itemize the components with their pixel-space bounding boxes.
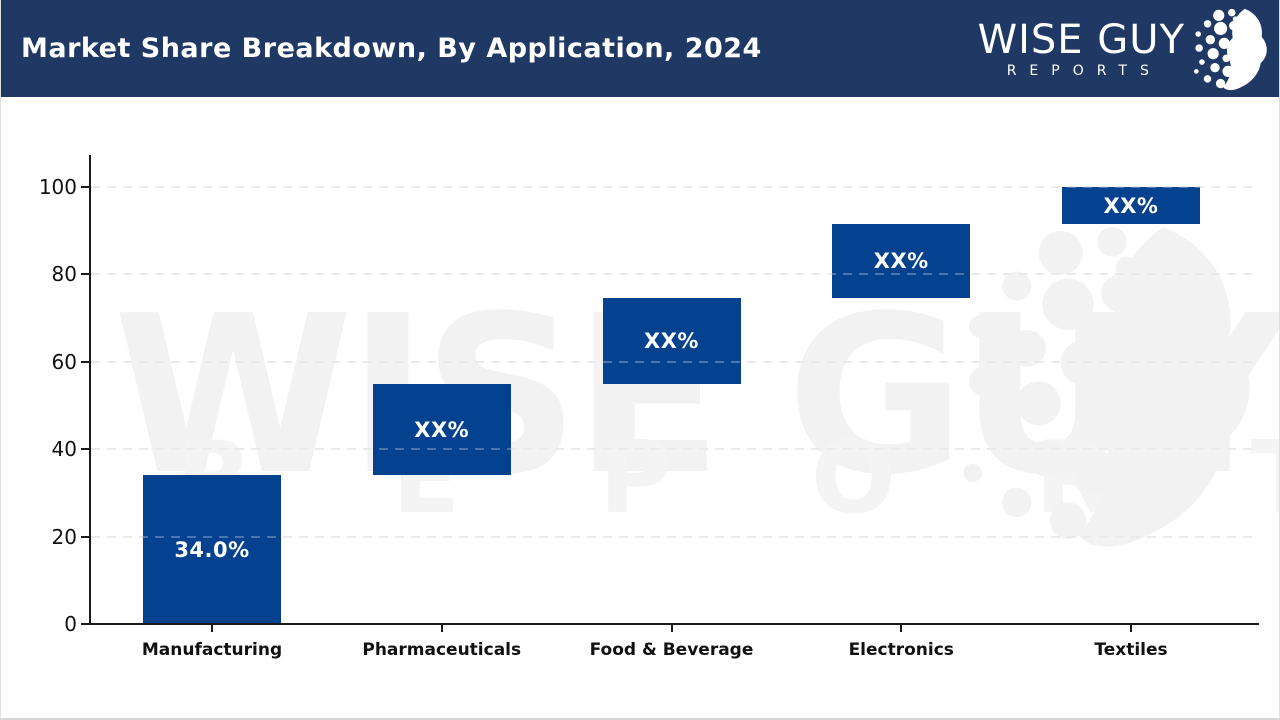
bar-electronics: XX% [832,224,971,299]
y-tick-mark [81,535,89,538]
header-bar: Market Share Breakdown, By Application, … [1,0,1279,97]
bar-value-label: XX% [873,249,929,274]
gridline [91,186,1259,188]
x-axis-category-label: Manufacturing [141,640,283,660]
y-axis-line [89,155,91,625]
x-tick-mark [211,625,213,632]
bar-textiles: XX% [1062,187,1200,225]
bar-value-label: 34.0% [174,537,250,562]
gridline-overlay [91,448,1259,451]
bar-value-label: XX% [1103,193,1159,218]
y-tick-label: 20 [51,524,77,549]
gridline [91,535,1259,538]
y-tick-mark [81,360,89,363]
bar-manufacturing: 34.0% [143,475,281,624]
y-tick-mark [81,273,89,276]
bar-food-beverage: XX% [602,298,741,384]
gridline [91,448,1259,451]
gridline-overlay [91,273,1259,276]
y-tick-label: 80 [51,262,77,287]
wise-guy-reports-logo: WISE GUY REPORTS [978,6,1271,92]
gridline-overlay [91,360,1259,363]
logo-reports-text: REPORTS [1006,62,1162,79]
y-tick-label: 0 [64,612,77,636]
y-tick-mark [81,186,89,188]
x-tick-mark [1130,625,1132,632]
logo-wiseguy-text: WISE GUY [977,16,1185,63]
watermark-head-icon [963,227,1250,547]
logo-head-icon [1194,8,1267,91]
y-tick-mark [81,623,89,625]
page-title: Market Share Breakdown, By Application, … [21,33,762,64]
x-tick-mark [440,625,443,632]
x-axis-category-label: Electronics [848,640,954,660]
gridline-overlay [91,186,1259,188]
x-axis-category-label: Textiles [1094,640,1168,660]
logo-text: WISE GUY REPORTS [978,20,1185,79]
x-axis-category-label: Pharmaceuticals [362,640,522,660]
gridline-overlay [91,535,1259,538]
y-tick-label: 60 [51,349,77,374]
bar-pharmaceuticals: XX% [372,383,511,476]
gridline [91,273,1259,276]
bar-value-label: XX% [644,329,699,354]
y-tick-label: 100 [38,175,77,199]
y-tick-label: 40 [51,437,77,462]
bar-value-label: XX% [414,417,470,442]
x-axis-category-label: Food & Beverage [589,640,754,660]
x-tick-mark [900,625,903,632]
x-axis-line [89,623,1259,625]
x-tick-mark [670,625,673,632]
y-tick-mark [81,448,89,451]
